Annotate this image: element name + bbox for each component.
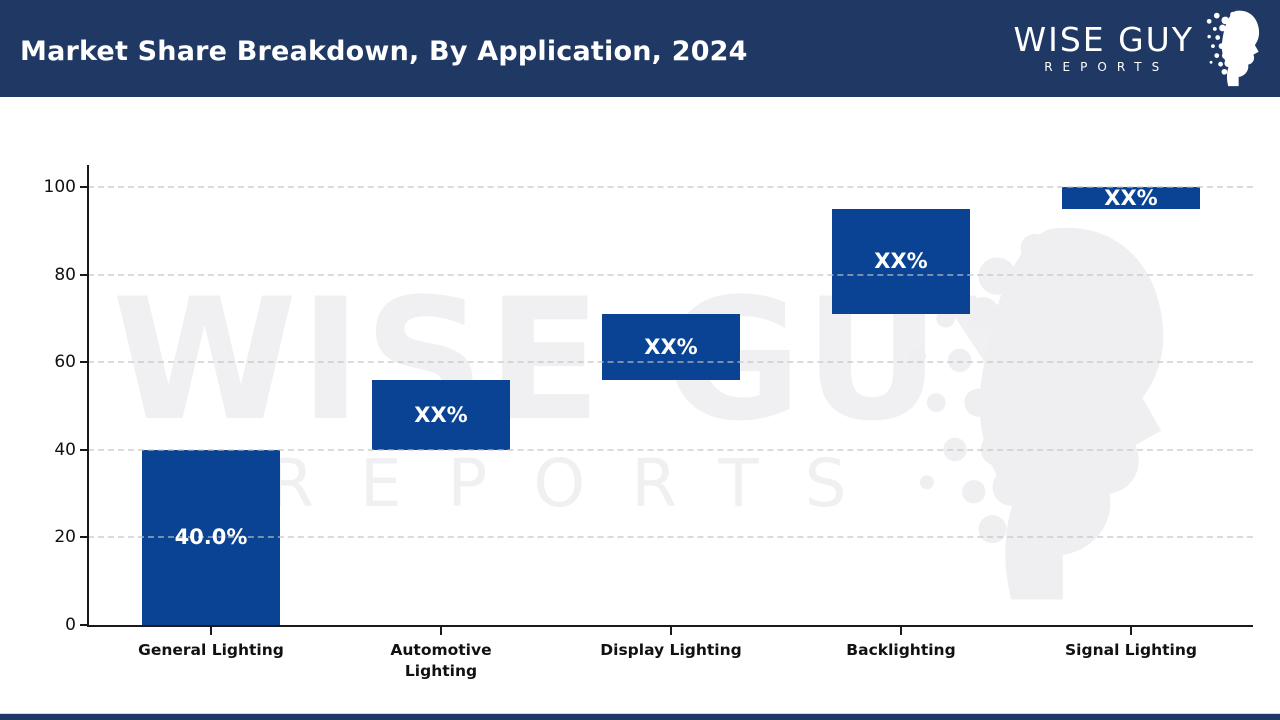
y-tick-mark (80, 186, 88, 188)
y-axis-tick-label: 80 (54, 264, 76, 285)
x-axis-category-label-line: Lighting (404, 662, 478, 680)
bar-value-label: XX% (1104, 185, 1158, 210)
bar-value-label: 40.0% (174, 525, 248, 550)
bar-segment (1062, 187, 1200, 209)
wise-guy-reports-logo: WISE GUY REPORTS (1013, 8, 1268, 88)
y-tick-mark (80, 624, 88, 626)
y-tick-mark (80, 536, 88, 539)
x-axis-category-label: Signal Lighting (1021, 640, 1241, 661)
footer-strip (0, 713, 1280, 720)
x-axis-category-label: Backlighting (791, 640, 1011, 661)
logo-wordmark: WISE GUY (1013, 20, 1194, 59)
x-tick-mark (210, 627, 212, 635)
x-axis-category-label: Automotive Lighting (331, 640, 551, 682)
x-axis-line (87, 625, 1253, 627)
x-axis-category-label-line: Display Lighting (600, 641, 742, 659)
header: Market Share Breakdown, By Application, … (0, 0, 1280, 97)
gridline (88, 448, 1253, 451)
y-axis-tick-label: 20 (54, 527, 76, 548)
x-axis-category-label: Display Lighting (561, 640, 781, 661)
gridline (88, 273, 1253, 276)
x-axis-category-label-line: Signal Lighting (1065, 641, 1197, 659)
y-tick-mark (80, 273, 88, 276)
x-tick-mark (900, 627, 902, 635)
y-axis-tick-label: 60 (54, 352, 76, 373)
bar-segment (372, 379, 510, 450)
waterfall-chart: WISE GUY REPORTS 0 20 40 60 80 100 40.0% Genera… (0, 97, 1280, 713)
bar-value-label: XX% (644, 334, 698, 359)
x-tick-mark (1130, 627, 1132, 635)
bar-segment (602, 314, 740, 380)
x-axis-category-label-line: General Lighting (138, 641, 284, 659)
gridline (88, 186, 1253, 188)
x-tick-mark (440, 627, 442, 635)
logo-face-icon (1206, 10, 1260, 87)
y-tick-mark (80, 361, 88, 364)
x-tick-mark (670, 627, 672, 635)
logo-text: WISE GUY REPORTS (1013, 20, 1194, 75)
gridline (88, 536, 1253, 539)
y-tick-mark (80, 448, 88, 451)
x-axis-category-label: General Lighting (101, 640, 321, 661)
x-axis-category-label-line: Automotive (390, 641, 492, 659)
page-title: Market Share Breakdown, By Application, … (20, 36, 748, 67)
y-axis-tick-label: 0 (65, 615, 76, 635)
y-axis-line (87, 165, 89, 627)
x-axis-category-label-line: Backlighting (846, 641, 956, 659)
logo-subtext: REPORTS (1044, 60, 1170, 74)
bar-value-label: XX% (874, 249, 928, 274)
bar-value-label: XX% (414, 402, 468, 427)
gridline (88, 361, 1253, 364)
y-axis-tick-label: 40 (54, 439, 76, 460)
watermark-text-secondary: REPORTS (268, 445, 893, 522)
y-axis-tick-label: 100 (43, 177, 76, 197)
